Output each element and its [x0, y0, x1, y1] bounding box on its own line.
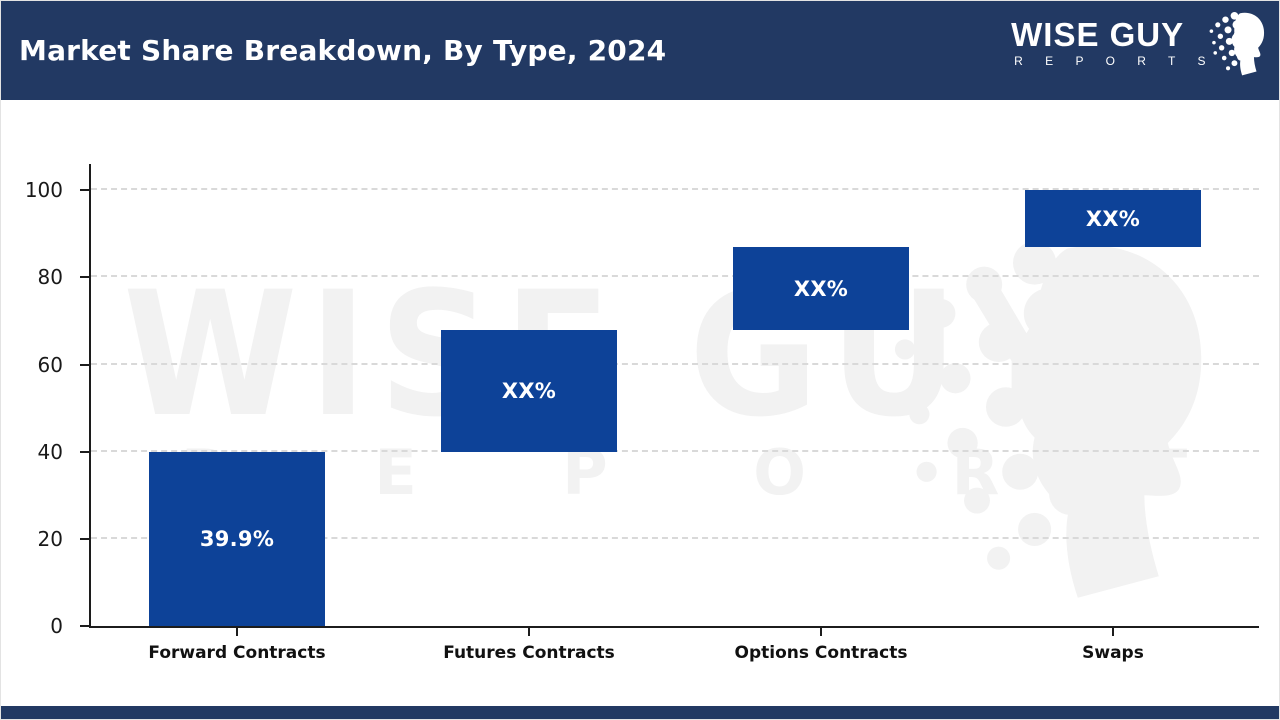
bar-value-label: XX%	[793, 276, 849, 301]
y-tick-mark	[80, 276, 89, 279]
y-tick-label: 0	[50, 614, 63, 638]
x-axis-label: Swaps	[1082, 643, 1144, 663]
gridline	[91, 536, 1259, 539]
y-tick-label: 100	[24, 178, 63, 203]
x-tick-mark	[1112, 626, 1114, 636]
bar-value-label: XX%	[1085, 206, 1141, 231]
footer-bar	[1, 706, 1279, 719]
bar: 39.9%	[149, 452, 325, 626]
y-axis-labels: 0 20 40 60 80 100	[1, 164, 75, 636]
x-axis-label: Options Contracts	[734, 643, 908, 663]
bar-value-label: XX%	[501, 379, 557, 404]
y-tick-label: 80	[37, 265, 63, 290]
gridline	[91, 362, 1259, 365]
gridline	[91, 188, 1259, 191]
x-tick-mark	[528, 626, 530, 636]
logo-text-block: WISE GUY R E P O R T S	[1011, 18, 1215, 68]
y-tick-mark	[80, 625, 89, 627]
bar: XX%	[441, 330, 617, 453]
y-tick-mark	[80, 189, 89, 192]
x-axis-label: Futures Contracts	[443, 643, 615, 663]
y-tick-label: 20	[37, 526, 63, 551]
plot-area: 39.9% Forward Contracts XX% Futures Contrac…	[80, 164, 1259, 663]
y-tick-label: 60	[37, 352, 63, 377]
gridline	[91, 275, 1259, 278]
bar-value-label: 39.9%	[199, 527, 275, 552]
y-tick-label: 40	[37, 439, 63, 464]
y-tick-mark	[80, 450, 89, 453]
wise-guy-logo: WISE GUY R E P O R T S	[1011, 9, 1269, 77]
bar: XX%	[1025, 190, 1201, 248]
y-tick-mark	[80, 363, 89, 366]
y-tick-mark	[80, 537, 89, 540]
logo-wordmark: WISE GUY	[1011, 16, 1185, 54]
bar: XX%	[733, 247, 909, 331]
logo-head-icon	[1209, 11, 1265, 76]
x-tick-mark	[236, 626, 238, 636]
x-axis-label: Forward Contracts	[148, 643, 326, 663]
gridline	[91, 449, 1259, 452]
chart-title: Market Share Breakdown, By Type, 2024	[19, 34, 667, 67]
logo-subtitle: R E P O R T S	[1014, 53, 1215, 68]
header-bar: Market Share Breakdown, By Type, 2024 WI…	[1, 1, 1279, 100]
x-tick-mark	[820, 626, 822, 636]
